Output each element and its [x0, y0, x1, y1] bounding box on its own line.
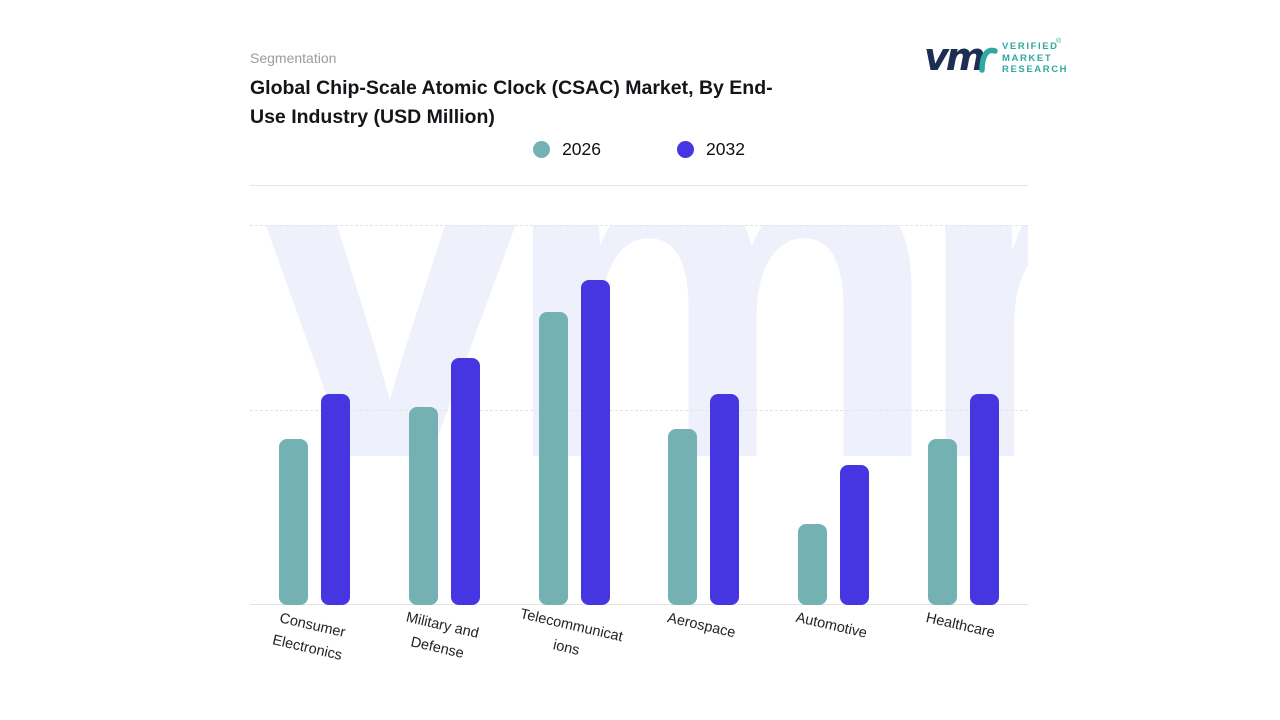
- chart-title: Global Chip-Scale Atomic Clock (CSAC) Ma…: [250, 74, 950, 132]
- x-axis-label: Military and Defense: [404, 609, 480, 663]
- vmr-monogram-icon: vm: [924, 35, 998, 79]
- gridline-top: [250, 225, 1028, 226]
- bar-2032: [580, 280, 610, 605]
- legend-dot-2026: [533, 140, 551, 158]
- bar-group: [279, 225, 351, 605]
- x-axis-label: Telecommunicat ions: [518, 606, 625, 660]
- chart-title-line-1: Global Chip-Scale Atomic Clock (CSAC) Ma…: [250, 77, 773, 99]
- bar-2026: [797, 524, 827, 605]
- x-axis-label: Healthcare: [924, 610, 997, 642]
- bar-group: [668, 225, 740, 605]
- bar-2026: [927, 439, 957, 605]
- bar-group: [538, 225, 610, 605]
- segmentation-eyebrow: Segmentation: [250, 50, 337, 66]
- chart-plot-area: vmr: [250, 225, 1028, 605]
- legend-item-2032: 2032: [677, 139, 745, 160]
- bar-2032: [839, 465, 869, 605]
- x-axis-label: Automotive: [793, 609, 869, 642]
- legend-label-2032: 2032: [706, 138, 745, 159]
- chart-legend: 2026 2032: [250, 136, 1028, 162]
- x-axis-label: Consumer Electronics: [270, 610, 347, 665]
- bar-group: [797, 225, 869, 605]
- legend-label-2026: 2026: [562, 138, 601, 159]
- bar-group: [927, 225, 999, 605]
- x-axis-labels: Consumer Electronics Military and Defense…: [250, 606, 1028, 664]
- bar-2032: [450, 358, 480, 605]
- logo-line-research: RESEARCH: [1002, 64, 1069, 75]
- logo-line-verified: VERIFIED: [1002, 41, 1059, 52]
- registered-trademark-symbol: ®: [1056, 38, 1062, 45]
- vmr-logo: vm VERIFIED MARKET RESEARCH ®: [924, 32, 1074, 84]
- vmr-logo-text: VERIFIED MARKET RESEARCH: [1002, 41, 1068, 76]
- bar-2032: [969, 394, 999, 605]
- svg-text:vm: vm: [924, 35, 984, 79]
- gridline-middle: [250, 410, 1028, 411]
- logo-line-market: MARKET: [1002, 52, 1053, 64]
- header-separator-line: [250, 185, 1028, 186]
- bar-group: [408, 225, 480, 605]
- bar-groups: [250, 225, 1028, 605]
- bar-2026: [408, 407, 438, 605]
- legend-item-2026: 2026: [533, 139, 601, 160]
- bar-2032: [710, 394, 740, 605]
- bar-2032: [321, 394, 351, 605]
- bar-2026: [279, 439, 309, 605]
- bar-2026: [538, 312, 568, 605]
- x-axis-baseline: [250, 604, 1028, 605]
- chart-title-line-2: Use Industry (USD Million): [250, 106, 495, 128]
- x-axis-label: Aerospace: [665, 610, 737, 642]
- bar-2026: [668, 429, 698, 605]
- legend-dot-2032: [677, 140, 694, 158]
